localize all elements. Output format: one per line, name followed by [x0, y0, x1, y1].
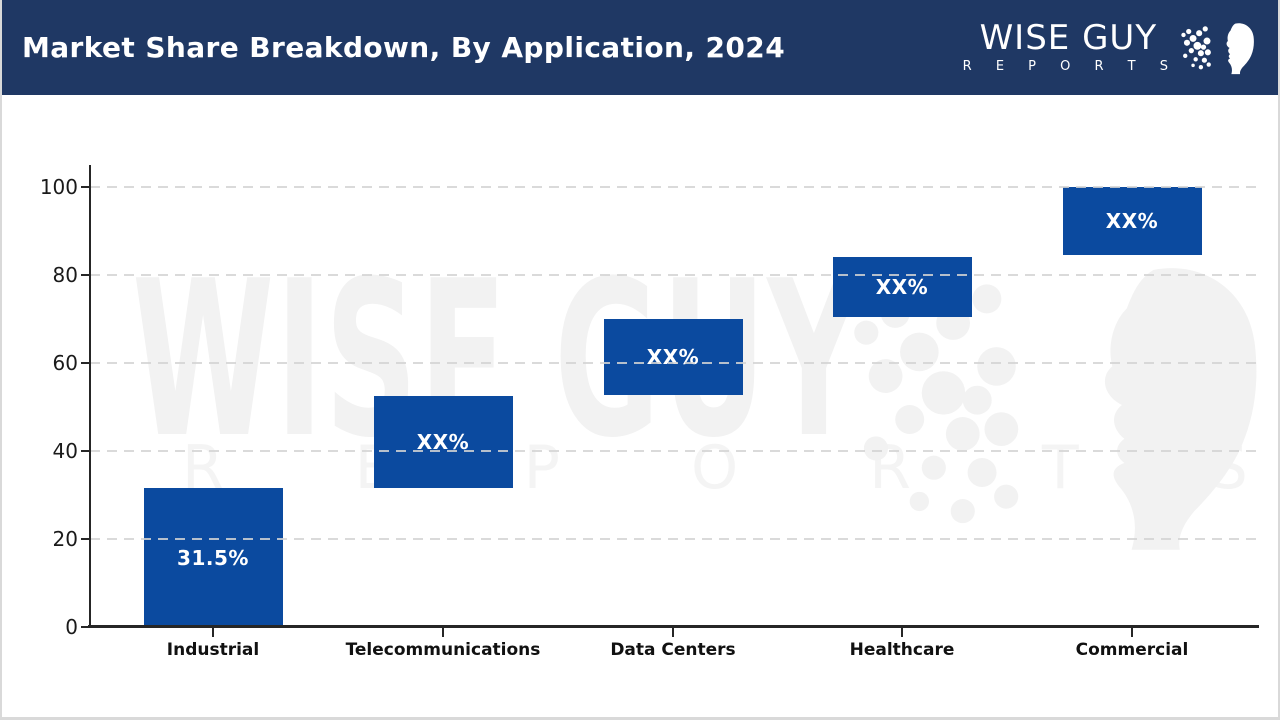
bar-value-label: XX%: [875, 274, 929, 299]
brand-face-icon: [1181, 22, 1254, 74]
y-gridline: [90, 274, 1258, 276]
bar-telecommunications: XX%: [373, 396, 513, 489]
x-category-label: Industrial: [166, 640, 260, 660]
bar-commercial: XX%: [1062, 187, 1202, 256]
bar-value-label: XX%: [646, 345, 700, 370]
bar-healthcare: XX%: [832, 256, 972, 317]
bar-value-label: 31.5%: [177, 545, 249, 570]
bar-industrial: 31.5%: [143, 488, 283, 627]
brand-logo-text: WISE GUY R E P O R T S: [959, 18, 1178, 74]
x-tick-mark: [901, 628, 903, 637]
y-tick-mark: [81, 450, 90, 452]
y-tick-label: 0: [65, 615, 78, 639]
header: Market Share Breakdown, By Application, …: [2, 0, 1278, 95]
x-tick-mark: [212, 628, 214, 637]
y-gridline: [90, 538, 1258, 540]
y-tick-label: 80: [52, 263, 78, 287]
y-tick-label: 20: [52, 527, 78, 551]
y-axis-line: [89, 165, 91, 628]
brand-name: WISE GUY: [979, 18, 1158, 59]
y-tick-mark: [81, 362, 90, 364]
watermark-face-dots-icon: [854, 268, 1257, 550]
x-category-label: Telecommunications: [345, 640, 541, 660]
y-tick-mark: [81, 186, 90, 188]
x-tick-mark: [672, 628, 674, 637]
y-tick-label: 60: [52, 351, 78, 375]
y-tick-mark: [81, 626, 90, 628]
brand-logo: WISE GUY R E P O R T S: [959, 7, 1254, 89]
y-tick-mark: [81, 538, 90, 540]
bar-data-centers: XX%: [603, 319, 743, 396]
y-gridline: [90, 362, 1258, 364]
y-tick-mark: [81, 274, 90, 276]
y-gridline: [90, 450, 1258, 452]
x-category-label: Healthcare: [849, 640, 955, 660]
page-title: Market Share Breakdown, By Application, …: [22, 31, 786, 64]
brand-subtitle: R E P O R T S: [962, 58, 1178, 74]
y-tick-label: 40: [52, 439, 78, 463]
watermark-text-secondary: R E P O R T S: [182, 433, 1280, 503]
bar-value-label: XX%: [1105, 209, 1159, 234]
x-tick-mark: [1131, 628, 1133, 637]
y-tick-label: 100: [39, 175, 78, 199]
x-category-label: Commercial: [1075, 640, 1189, 660]
x-axis-line: [88, 625, 1259, 628]
x-tick-mark: [442, 628, 444, 637]
x-category-label: Data Centers: [610, 640, 736, 660]
y-gridline: [90, 186, 1258, 188]
